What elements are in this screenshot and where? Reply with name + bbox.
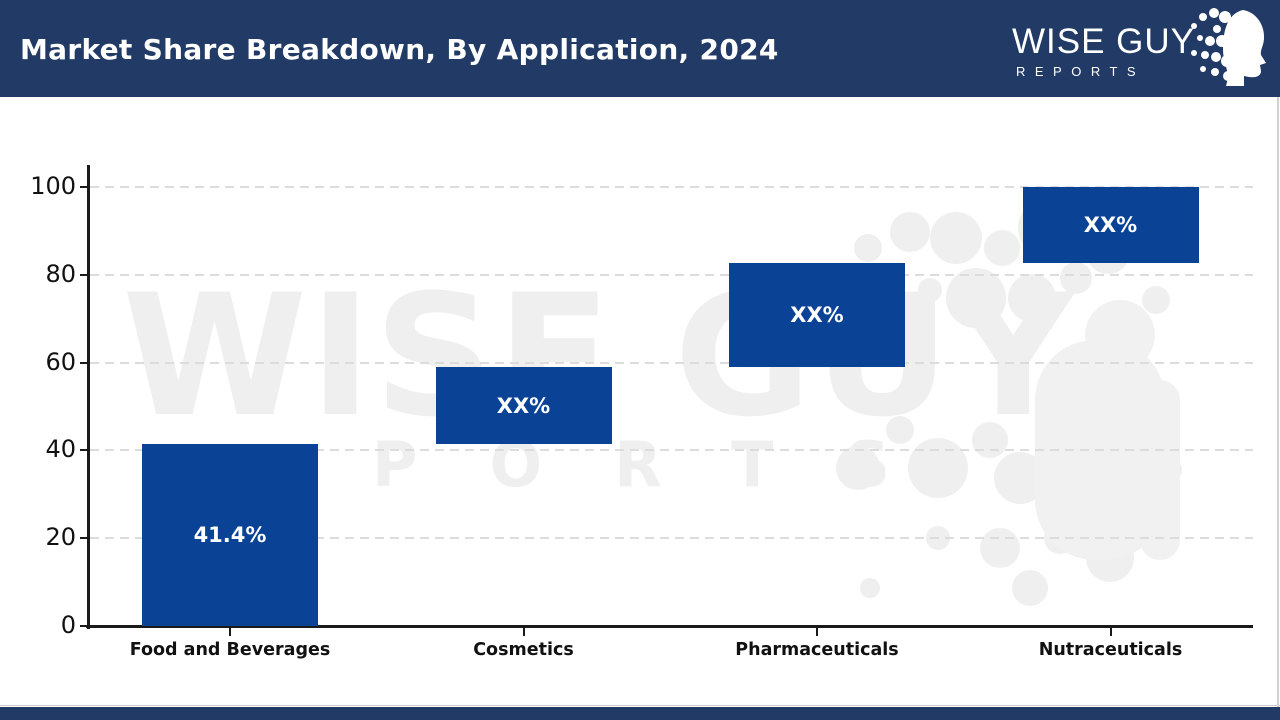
bar-nutraceuticals: XX% — [1022, 187, 1199, 264]
bar-value-label: XX% — [1083, 213, 1138, 238]
y-gridline — [90, 537, 1253, 540]
wise-guy-reports-logo: WISE GUY REPORTS — [1012, 8, 1266, 90]
y-axis-tick — [80, 449, 89, 452]
watermark-dot — [918, 278, 942, 302]
x-axis-tick — [522, 628, 525, 636]
watermark-dot — [886, 416, 914, 444]
bar-value-label: XX% — [790, 303, 844, 328]
logo-subtext: REPORTS — [1016, 64, 1146, 79]
watermark-dot — [854, 234, 882, 262]
bar-pharmaceuticals: XX% — [729, 263, 905, 368]
y-axis-tick — [80, 273, 89, 276]
x-axis-tick — [1109, 628, 1112, 636]
y-axis-tick — [80, 537, 89, 540]
chart-plot-area: 0 20 40 60 80 100 41.4% Food and Beverages XX% Co… — [0, 97, 1280, 707]
watermark-shape — [1140, 380, 1180, 560]
y-axis-tick — [80, 625, 89, 627]
watermark-dot — [890, 212, 930, 252]
watermark-dot — [908, 438, 968, 498]
watermark-dot — [930, 212, 982, 264]
watermark-dot — [946, 268, 1006, 328]
logo-wordmark: WISE GUY — [1012, 22, 1196, 61]
y-axis-tick-label: 40 — [45, 435, 76, 464]
bar-food-and-beverages: 41.4% — [142, 444, 318, 626]
chart-title: Market Share Breakdown, By Application, … — [20, 33, 779, 66]
x-axis-category-label: Pharmaceuticals — [735, 640, 899, 660]
watermark-dot — [984, 230, 1020, 266]
right-edge-line — [1277, 97, 1279, 707]
y-gridline — [90, 273, 1253, 276]
logo-head-icon — [1191, 8, 1266, 86]
x-axis-category-label: Cosmetics — [473, 640, 574, 660]
y-gridline — [90, 361, 1253, 364]
watermark-dot — [980, 528, 1020, 568]
y-axis-tick-label: 80 — [45, 259, 76, 288]
y-axis-line — [87, 165, 90, 629]
watermark-dot — [860, 578, 880, 598]
y-axis-tick — [80, 361, 89, 364]
x-axis-category-label: Nutraceuticals — [1038, 640, 1183, 660]
watermark-dot — [1142, 286, 1170, 314]
bar-cosmetics: XX% — [435, 367, 612, 445]
y-axis-tick — [80, 186, 89, 189]
x-axis-tick — [816, 628, 818, 636]
watermark-dot — [1008, 274, 1056, 322]
watermark-dot — [836, 446, 880, 490]
bar-value-label: XX% — [496, 393, 551, 418]
footer-divider-line — [0, 705, 1280, 706]
watermark-dot — [1012, 570, 1048, 606]
bar-value-label: 41.4% — [193, 523, 267, 548]
y-axis-tick-label: 20 — [45, 523, 76, 552]
y-axis-tick-label: 0 — [60, 611, 76, 639]
y-gridline — [90, 449, 1253, 452]
header-banner: Market Share Breakdown, By Application, … — [0, 0, 1280, 97]
watermark-dot — [1060, 262, 1092, 294]
y-axis-tick-label: 100 — [30, 172, 76, 201]
x-axis-line — [86, 625, 1253, 628]
y-gridline — [90, 186, 1253, 189]
y-axis-tick-label: 60 — [45, 347, 76, 376]
x-axis-tick — [229, 628, 231, 636]
x-axis-category-label: Food and Beverages — [129, 640, 331, 660]
footer-banner — [0, 707, 1280, 720]
watermark-shape — [1085, 300, 1155, 370]
watermark-dot — [972, 422, 1008, 458]
